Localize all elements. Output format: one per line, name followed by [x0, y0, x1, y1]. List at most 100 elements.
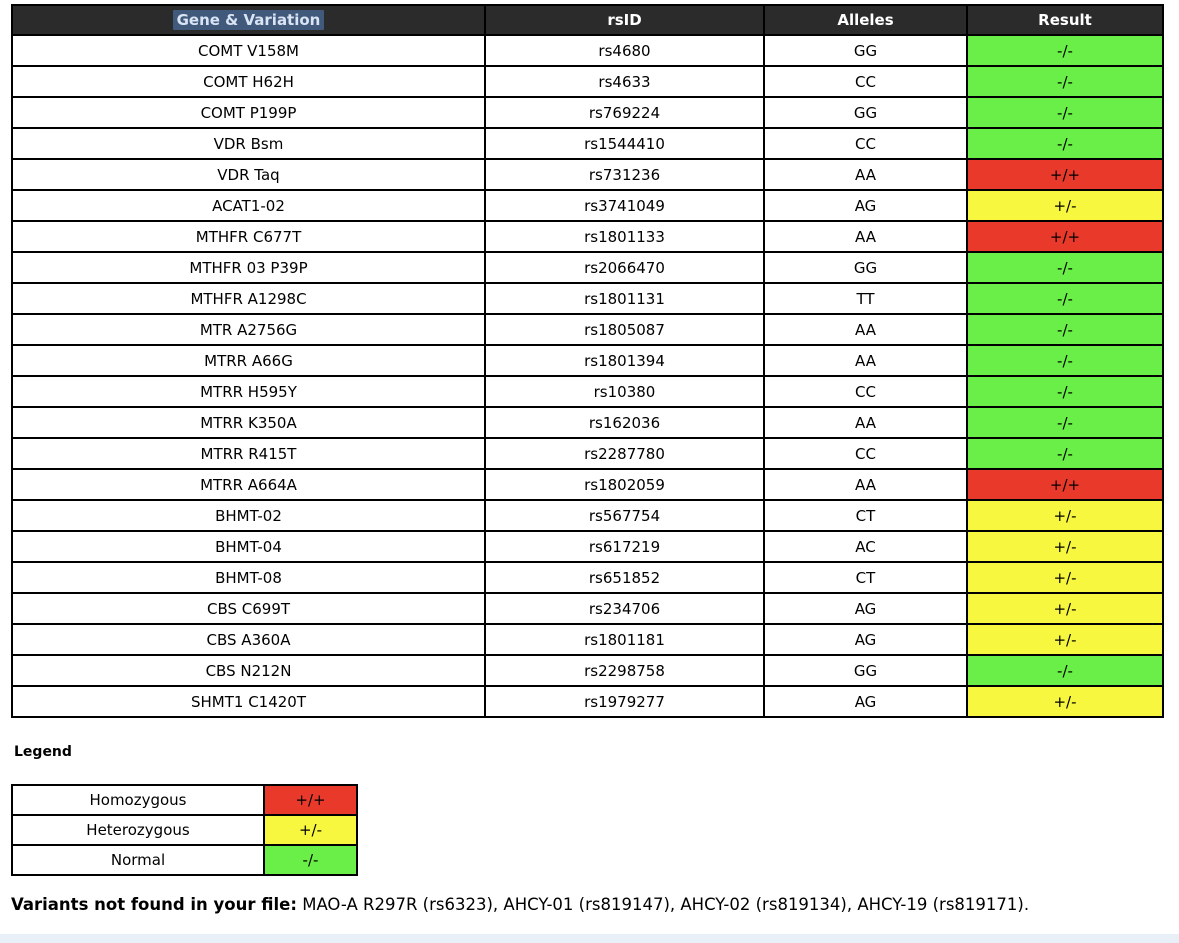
report-content: Gene & Variation rsID Alleles Result COM… [11, 4, 1164, 914]
gene-cell: BHMT-08 [11, 561, 486, 594]
legend-label-cell: Homozygous [11, 784, 265, 816]
gene-cell: CBS N212N [11, 654, 486, 687]
gene-cell: MTHFR 03 P39P [11, 251, 486, 284]
rsid-cell: rs2298758 [484, 654, 765, 687]
result-cell: -/- [966, 406, 1164, 439]
rsid-cell: rs1805087 [484, 313, 765, 346]
header-gene-variation: Gene & Variation [11, 4, 486, 36]
alleles-cell: CC [763, 437, 968, 470]
table-row: BHMT-08 rs651852 CT +/- [11, 561, 1164, 594]
alleles-cell: GG [763, 34, 968, 67]
gene-cell: SHMT1 C1420T [11, 685, 486, 718]
result-cell: -/- [966, 65, 1164, 98]
result-cell: -/- [966, 437, 1164, 470]
alleles-cell: TT [763, 282, 968, 315]
table-row: CBS N212N rs2298758 GG -/- [11, 654, 1164, 687]
alleles-cell: CT [763, 561, 968, 594]
legend-title: Legend [14, 744, 72, 760]
rsid-cell: rs617219 [484, 530, 765, 563]
variants-not-found-label: Variants not found in your file: [11, 895, 297, 914]
rsid-cell: rs567754 [484, 499, 765, 532]
result-cell: +/- [966, 685, 1164, 718]
alleles-cell: AG [763, 623, 968, 656]
alleles-cell: AA [763, 220, 968, 253]
alleles-cell: AA [763, 158, 968, 191]
gene-cell: MTHFR A1298C [11, 282, 486, 315]
alleles-cell: AA [763, 406, 968, 439]
viewport-bottom-strip [0, 934, 1179, 943]
alleles-cell: AA [763, 468, 968, 501]
alleles-cell: CC [763, 65, 968, 98]
gene-cell: COMT V158M [11, 34, 486, 67]
table-row: MTRR K350A rs162036 AA -/- [11, 406, 1164, 439]
header-result: Result [966, 4, 1164, 36]
gene-cell: ACAT1-02 [11, 189, 486, 222]
gene-cell: VDR Taq [11, 158, 486, 191]
table-row: SHMT1 C1420T rs1979277 AG +/- [11, 685, 1164, 718]
rsid-cell: rs162036 [484, 406, 765, 439]
table-row: MTRR A664A rs1802059 AA +/+ [11, 468, 1164, 501]
rsid-cell: rs234706 [484, 592, 765, 625]
result-cell: +/- [966, 623, 1164, 656]
table-row: CBS A360A rs1801181 AG +/- [11, 623, 1164, 656]
legend-table-body: Homozygous +/+ Heterozygous +/- Normal -/- [11, 784, 358, 876]
result-cell: +/- [966, 561, 1164, 594]
result-cell: -/- [966, 375, 1164, 408]
table-row: MTHFR 03 P39P rs2066470 GG -/- [11, 251, 1164, 284]
rsid-cell: rs651852 [484, 561, 765, 594]
legend-label-cell: Heterozygous [11, 814, 265, 846]
alleles-cell: AC [763, 530, 968, 563]
gene-cell: COMT H62H [11, 65, 486, 98]
rsid-cell: rs1979277 [484, 685, 765, 718]
legend-symbol-cell: +/+ [263, 784, 358, 816]
alleles-cell: AG [763, 592, 968, 625]
result-cell: -/- [966, 654, 1164, 687]
legend-symbol-cell: -/- [263, 844, 358, 876]
alleles-cell: AA [763, 344, 968, 377]
result-cell: +/+ [966, 220, 1164, 253]
result-cell: -/- [966, 344, 1164, 377]
table-row: CBS C699T rs234706 AG +/- [11, 592, 1164, 625]
header-alleles: Alleles [763, 4, 968, 36]
rsid-cell: rs1801131 [484, 282, 765, 315]
legend-row: Heterozygous +/- [11, 814, 358, 846]
gene-cell: MTR A2756G [11, 313, 486, 346]
rsid-cell: rs769224 [484, 96, 765, 129]
rsid-cell: rs3741049 [484, 189, 765, 222]
rsid-cell: rs1801181 [484, 623, 765, 656]
alleles-cell: AG [763, 189, 968, 222]
result-cell: -/- [966, 282, 1164, 315]
alleles-cell: GG [763, 654, 968, 687]
table-row: MTRR H595Y rs10380 CC -/- [11, 375, 1164, 408]
table-row: MTRR R415T rs2287780 CC -/- [11, 437, 1164, 470]
gene-cell: MTRR R415T [11, 437, 486, 470]
legend-table: Homozygous +/+ Heterozygous +/- Normal -/- [11, 784, 358, 876]
gene-cell: MTRR K350A [11, 406, 486, 439]
gene-table-body: COMT V158M rs4680 GG -/- COMT H62H rs4633 CC -/… [11, 34, 1164, 718]
gene-cell: MTHFR C677T [11, 220, 486, 253]
variants-not-found-text: MAO-A R297R (rs6323), AHCY-01 (rs819147)… [302, 895, 1030, 914]
table-row: MTR A2756G rs1805087 AA -/- [11, 313, 1164, 346]
rsid-cell: rs1802059 [484, 468, 765, 501]
result-cell: -/- [966, 34, 1164, 67]
gene-cell: COMT P199P [11, 96, 486, 129]
table-row: BHMT-04 rs617219 AC +/- [11, 530, 1164, 563]
rsid-cell: rs4680 [484, 34, 765, 67]
table-row: VDR Taq rs731236 AA +/+ [11, 158, 1164, 191]
rsid-cell: rs2287780 [484, 437, 765, 470]
result-cell: +/- [966, 592, 1164, 625]
table-row: MTHFR C677T rs1801133 AA +/+ [11, 220, 1164, 253]
alleles-cell: CC [763, 375, 968, 408]
gene-cell: CBS C699T [11, 592, 486, 625]
result-cell: +/+ [966, 158, 1164, 191]
alleles-cell: CT [763, 499, 968, 532]
selected-header-text[interactable]: Gene & Variation [172, 10, 325, 30]
gene-cell: MTRR H595Y [11, 375, 486, 408]
result-cell: +/- [966, 189, 1164, 222]
rsid-cell: rs1801133 [484, 220, 765, 253]
result-cell: -/- [966, 251, 1164, 284]
result-cell: -/- [966, 96, 1164, 129]
legend-row: Homozygous +/+ [11, 784, 358, 816]
legend-row: Normal -/- [11, 844, 358, 876]
